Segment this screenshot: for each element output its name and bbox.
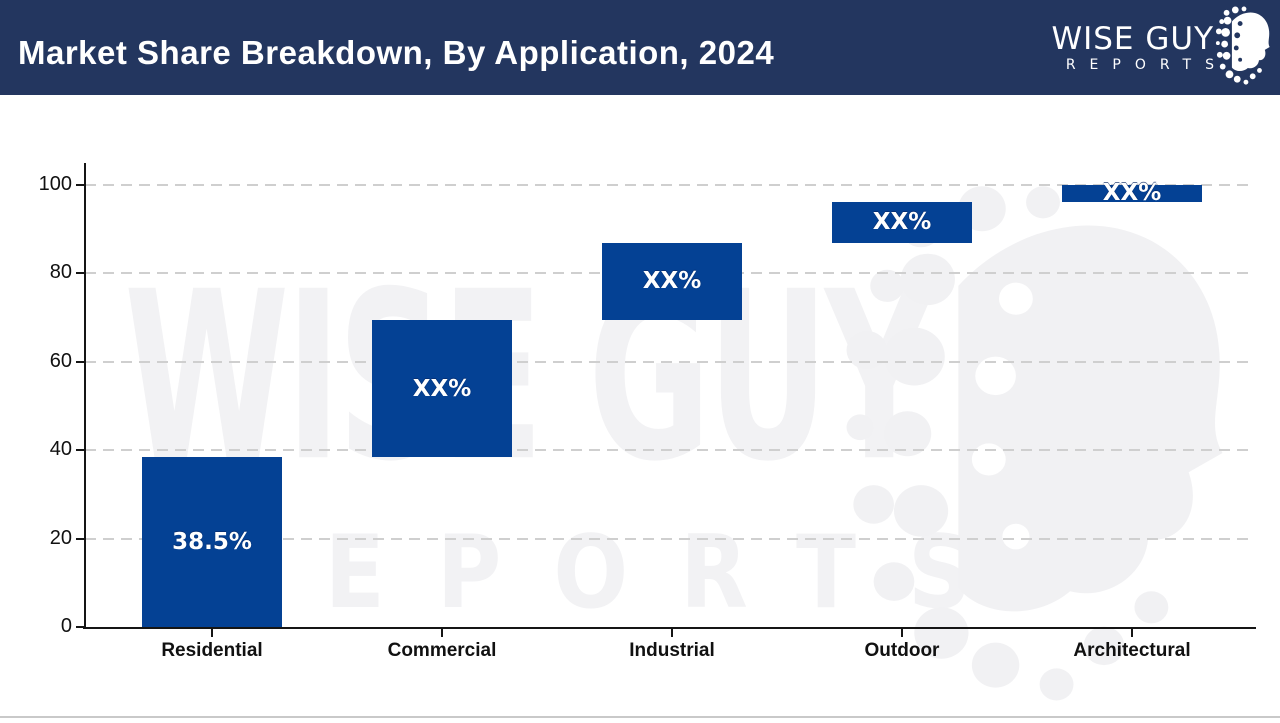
x-tick-label: Architectural bbox=[1073, 640, 1191, 661]
x-tick-mark bbox=[441, 629, 443, 637]
page-title: Market Share Breakdown, By Application, … bbox=[18, 34, 775, 71]
bar-architectural bbox=[1062, 185, 1202, 202]
y-tick-label: 40 bbox=[49, 438, 72, 461]
watermark-face-dots bbox=[846, 186, 1223, 701]
gridline bbox=[85, 537, 1255, 540]
logo-face-icon bbox=[1215, 6, 1270, 85]
y-tick-mark bbox=[76, 449, 84, 452]
y-tick-label: 60 bbox=[49, 349, 72, 372]
page-header: Market Share Breakdown, By Application, … bbox=[0, 0, 1280, 95]
x-tick-mark bbox=[211, 629, 213, 637]
bar-residential bbox=[142, 456, 282, 627]
y-tick-label: 20 bbox=[49, 526, 72, 549]
bar-value-label: 38.5% bbox=[172, 528, 252, 555]
logo-subtitle: REPORTS bbox=[1065, 57, 1228, 73]
x-tick-mark bbox=[671, 629, 673, 637]
x-tick-label: Residential bbox=[161, 640, 263, 661]
y-axis-spine bbox=[84, 163, 86, 629]
bar-outdoor bbox=[832, 201, 972, 243]
x-tick-label: Industrial bbox=[629, 640, 715, 661]
y-tick-mark bbox=[76, 184, 84, 187]
y-tick-mark bbox=[76, 626, 84, 628]
gridline bbox=[85, 184, 1255, 187]
bar-industrial bbox=[602, 242, 742, 321]
y-tick-mark bbox=[76, 360, 84, 363]
x-tick-label: Outdoor bbox=[864, 640, 940, 661]
y-tick-label: 0 bbox=[60, 615, 72, 637]
x-tick-mark bbox=[1131, 629, 1133, 637]
y-tick-mark bbox=[76, 537, 84, 540]
bar-value-label: XX% bbox=[872, 209, 932, 236]
bottom-hairline bbox=[0, 716, 1280, 718]
x-tick-mark bbox=[901, 629, 903, 637]
y-tick-mark bbox=[76, 272, 84, 275]
y-tick-label: 80 bbox=[49, 261, 72, 284]
watermark-text-line1: WISE GUY bbox=[124, 243, 934, 514]
bar-commercial bbox=[372, 320, 512, 457]
gridline bbox=[85, 449, 1255, 452]
y-tick-label: 100 bbox=[38, 173, 72, 196]
bar-value-label: XX% bbox=[642, 268, 702, 295]
logo-wordmark: WISE GUY bbox=[1051, 21, 1214, 57]
bar-value-label: XX% bbox=[1102, 180, 1162, 207]
bar-value-label: XX% bbox=[412, 375, 472, 402]
x-tick-label: Commercial bbox=[387, 640, 497, 661]
gridline bbox=[85, 360, 1255, 363]
x-axis-spine bbox=[83, 627, 1256, 629]
